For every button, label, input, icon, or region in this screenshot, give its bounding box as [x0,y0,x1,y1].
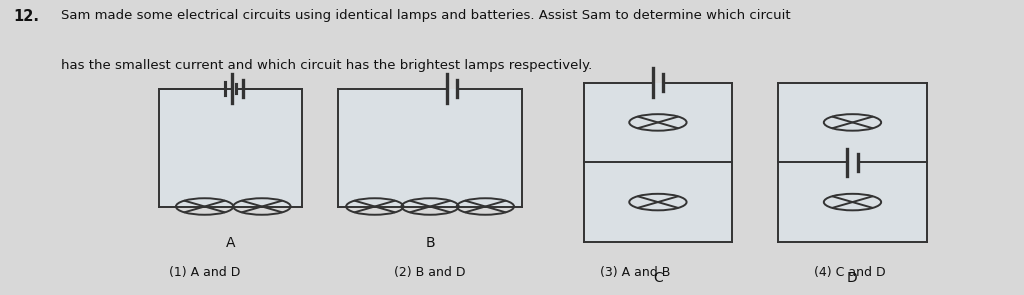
Text: has the smallest current and which circuit has the brightest lamps respectively.: has the smallest current and which circu… [61,59,593,72]
Bar [778,83,927,242]
Text: 12.: 12. [13,9,39,24]
Text: (3) A and B: (3) A and B [600,266,670,279]
Bar [159,88,302,206]
Text: (2) B and D: (2) B and D [394,266,466,279]
Text: Sam made some electrical circuits using identical lamps and batteries. Assist Sa: Sam made some electrical circuits using … [61,9,792,22]
Text: C: C [653,271,663,285]
Text: (4) C and D: (4) C and D [814,266,886,279]
Text: A: A [225,236,236,250]
Text: (1) A and D: (1) A and D [169,266,241,279]
Text: D: D [847,271,858,285]
Bar [584,83,732,242]
Bar [338,88,522,206]
Text: B: B [425,236,435,250]
